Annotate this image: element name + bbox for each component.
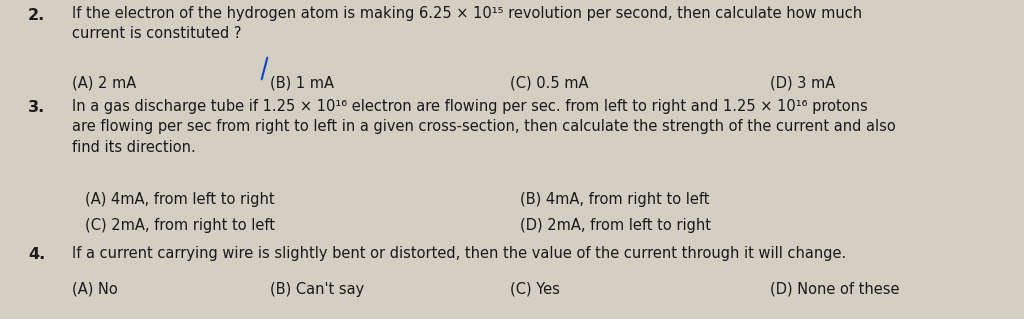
Text: (A) 2 mA: (A) 2 mA bbox=[72, 75, 136, 90]
Text: If a current carrying wire is slightly bent or distorted, then the value of the : If a current carrying wire is slightly b… bbox=[72, 246, 846, 261]
Text: (C) 2mA, from right to left: (C) 2mA, from right to left bbox=[85, 218, 275, 233]
Text: (D) 2mA, from left to right: (D) 2mA, from left to right bbox=[520, 218, 711, 233]
Text: (C) 0.5 mA: (C) 0.5 mA bbox=[510, 75, 589, 90]
Text: 2.: 2. bbox=[28, 8, 45, 23]
Text: (D) None of these: (D) None of these bbox=[770, 282, 899, 297]
Text: In a gas discharge tube if 1.25 × 10¹⁶ electron are flowing per sec. from left t: In a gas discharge tube if 1.25 × 10¹⁶ e… bbox=[72, 99, 896, 155]
Text: (A) 4mA, from left to right: (A) 4mA, from left to right bbox=[85, 192, 274, 207]
Text: (D) 3 mA: (D) 3 mA bbox=[770, 75, 836, 90]
Text: 4.: 4. bbox=[28, 247, 45, 262]
Text: If the electron of the hydrogen atom is making 6.25 × 10¹⁵ revolution per second: If the electron of the hydrogen atom is … bbox=[72, 6, 862, 41]
Text: 3.: 3. bbox=[28, 100, 45, 115]
Text: (B) 1 mA: (B) 1 mA bbox=[270, 75, 334, 90]
Text: (A) No: (A) No bbox=[72, 282, 118, 297]
Text: (C) Yes: (C) Yes bbox=[510, 282, 560, 297]
Text: (B) 4mA, from right to left: (B) 4mA, from right to left bbox=[520, 192, 710, 207]
Text: (B) Can't say: (B) Can't say bbox=[270, 282, 365, 297]
